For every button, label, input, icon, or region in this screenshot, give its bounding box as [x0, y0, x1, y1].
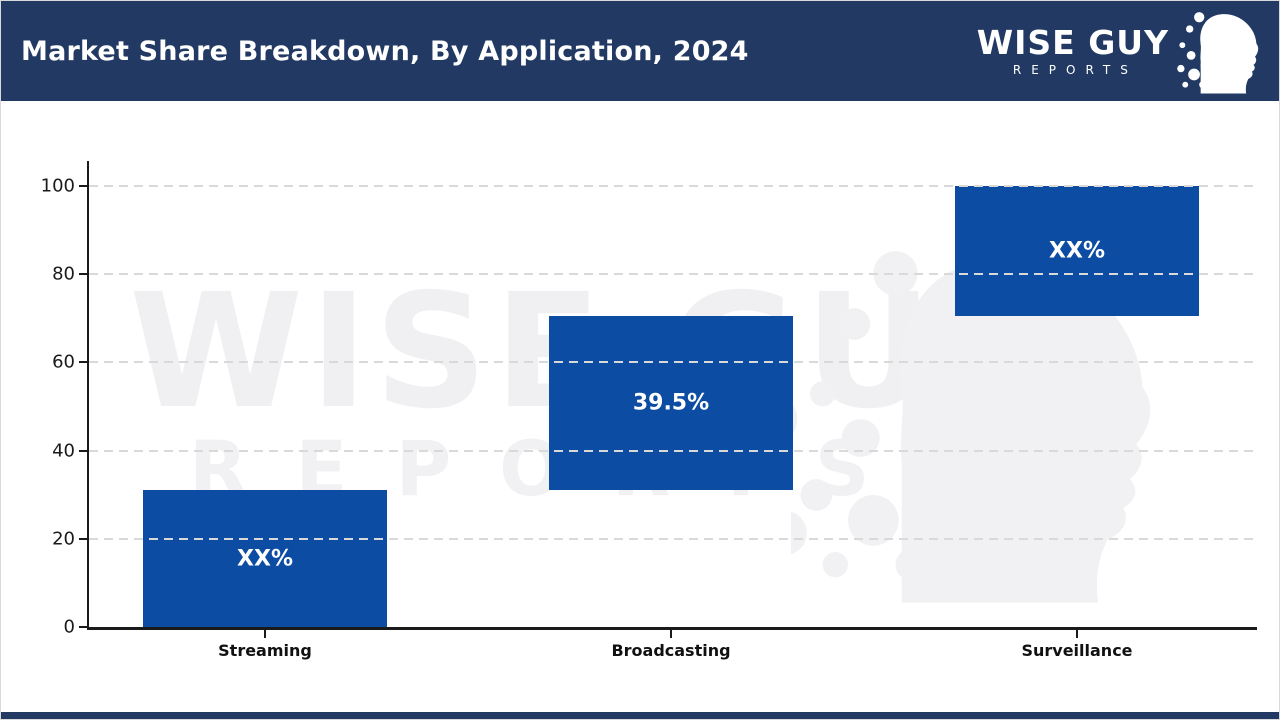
- y-tick-mark: [79, 537, 87, 540]
- bar-value-label: XX%: [237, 546, 293, 572]
- x-axis-spine: [87, 627, 1257, 630]
- y-axis-spine: [87, 161, 89, 630]
- gridline: [89, 361, 1254, 364]
- header: Market Share Breakdown, By Application, …: [1, 1, 1279, 101]
- y-tick-mark: [79, 273, 87, 276]
- x-axis-label-streaming: Streaming: [218, 641, 312, 660]
- bar-broadcasting: [549, 316, 793, 491]
- gridline: [89, 537, 1254, 540]
- bar-streaming: [143, 490, 387, 627]
- y-tick-mark: [79, 626, 87, 628]
- page-title: Market Share Breakdown, By Application, …: [21, 35, 749, 67]
- logo-face-icon: [1177, 12, 1259, 94]
- gridline: [89, 273, 1254, 276]
- x-axis-label-surveillance: Surveillance: [1021, 641, 1133, 660]
- logo-wordmark-line1: WISE GUY: [976, 22, 1169, 62]
- y-tick-mark: [79, 185, 87, 187]
- x-tick-mark: [1076, 630, 1078, 638]
- x-axis-label-broadcasting: Broadcasting: [611, 641, 731, 660]
- bar-value-label: 39.5%: [632, 390, 710, 416]
- bar-value-label: XX%: [1049, 238, 1105, 264]
- y-tick-mark: [79, 361, 87, 364]
- y-tick-label: 60: [52, 351, 75, 373]
- y-tick-label: 100: [40, 175, 75, 197]
- logo-wordmark: WISE GUY REPORTS: [977, 26, 1169, 77]
- logo-wordmark-line2: REPORTS: [1012, 62, 1138, 77]
- gridline: [89, 449, 1254, 452]
- gridline: [89, 185, 1254, 187]
- y-tick-label: 40: [52, 440, 75, 462]
- x-tick-mark: [264, 630, 266, 638]
- y-tick-label: 20: [52, 528, 75, 550]
- y-tick-label: 80: [52, 263, 75, 285]
- footer-bar: [1, 712, 1279, 719]
- y-tick-label: 0: [63, 616, 75, 638]
- wiseguy-logo: WISE GUY REPORTS: [977, 7, 1263, 95]
- y-tick-mark: [79, 449, 87, 452]
- x-tick-mark: [670, 630, 672, 638]
